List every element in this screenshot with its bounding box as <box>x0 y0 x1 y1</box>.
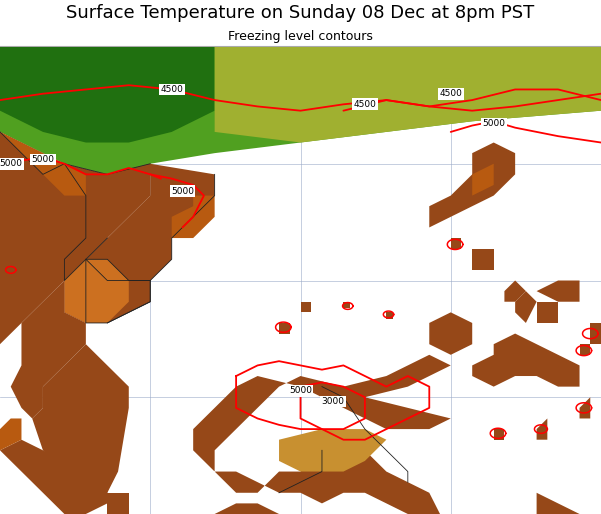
Polygon shape <box>0 418 22 450</box>
Polygon shape <box>0 47 601 174</box>
Polygon shape <box>64 164 215 323</box>
Polygon shape <box>386 313 393 319</box>
Polygon shape <box>172 196 215 238</box>
Polygon shape <box>537 281 579 302</box>
Polygon shape <box>504 281 526 302</box>
Polygon shape <box>537 418 548 439</box>
Text: Surface Temperature on Sunday 08 Dec at 8pm PST: Surface Temperature on Sunday 08 Dec at … <box>66 4 535 22</box>
Polygon shape <box>579 397 590 418</box>
Polygon shape <box>472 249 493 270</box>
Polygon shape <box>0 132 86 196</box>
Polygon shape <box>32 344 129 493</box>
Polygon shape <box>537 493 579 514</box>
Polygon shape <box>0 439 108 514</box>
Polygon shape <box>472 164 493 196</box>
Polygon shape <box>472 334 579 387</box>
Polygon shape <box>537 302 548 323</box>
Polygon shape <box>429 142 515 227</box>
Polygon shape <box>537 302 558 323</box>
Text: 4500: 4500 <box>160 85 183 94</box>
Polygon shape <box>64 259 129 323</box>
Text: 5000: 5000 <box>31 155 55 164</box>
Text: 4500: 4500 <box>353 100 376 109</box>
Polygon shape <box>11 281 86 418</box>
Polygon shape <box>515 291 537 323</box>
Polygon shape <box>279 429 386 471</box>
Polygon shape <box>590 323 601 344</box>
Polygon shape <box>429 313 472 355</box>
Polygon shape <box>343 302 350 308</box>
Text: 4500: 4500 <box>439 89 462 98</box>
Text: 5000: 5000 <box>171 187 194 196</box>
Text: 5000: 5000 <box>482 119 505 128</box>
Polygon shape <box>493 429 504 439</box>
Text: 3000: 3000 <box>321 397 344 406</box>
Text: Freezing level contours: Freezing level contours <box>228 30 373 43</box>
Polygon shape <box>279 323 290 334</box>
Polygon shape <box>108 493 129 514</box>
Polygon shape <box>193 355 451 514</box>
Text: 5000: 5000 <box>0 159 22 168</box>
Polygon shape <box>215 47 601 142</box>
Polygon shape <box>579 344 590 355</box>
Polygon shape <box>0 132 150 344</box>
Text: 5000: 5000 <box>289 387 312 395</box>
Polygon shape <box>0 47 215 142</box>
Polygon shape <box>300 302 311 313</box>
Polygon shape <box>451 238 462 249</box>
Polygon shape <box>215 503 300 514</box>
